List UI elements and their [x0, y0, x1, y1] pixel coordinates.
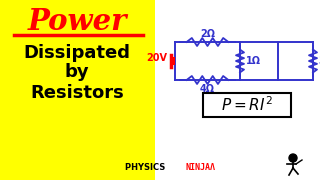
Text: $P = RI^2$: $P = RI^2$ [221, 96, 273, 114]
Text: 2Ω: 2Ω [200, 29, 215, 39]
Text: Resistors: Resistors [30, 84, 124, 102]
Text: 20V: 20V [147, 53, 167, 63]
Text: by: by [65, 63, 89, 81]
Bar [0, 0, 155, 180]
Text: Dissipated: Dissipated [23, 44, 131, 62]
Text: 3Ω: 3Ω [318, 56, 320, 66]
Text: Power: Power [27, 8, 127, 37]
Text: 1Ω: 1Ω [246, 56, 261, 66]
Text: NINJAΛ: NINJAΛ [185, 163, 215, 172]
Circle shape [289, 154, 297, 162]
Text: 4Ω: 4Ω [200, 84, 215, 94]
Text: PHYSICS: PHYSICS [125, 163, 168, 172]
Bar [203, 93, 291, 117]
